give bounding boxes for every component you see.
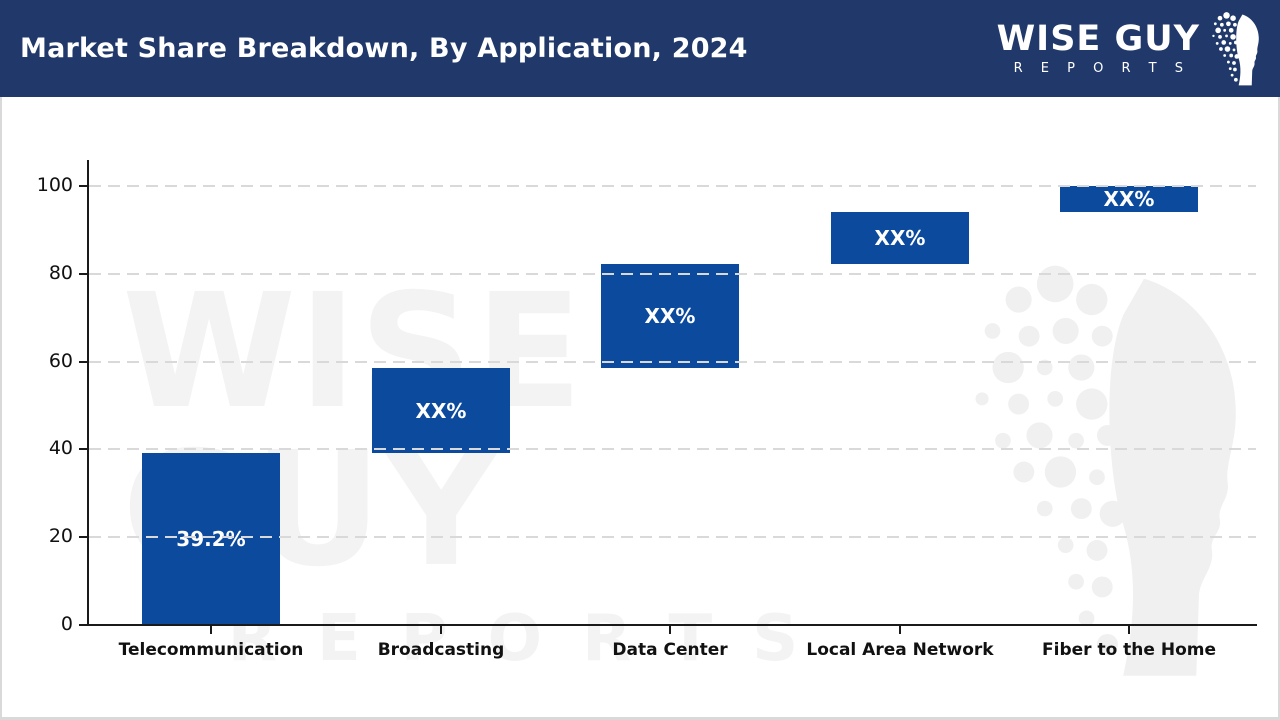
y-tick-0 [79,624,88,626]
bar-value-label: XX% [644,303,696,328]
x-tick-4 [1128,626,1130,634]
x-tick-3 [899,626,901,634]
y-tick-label-0: 0 [60,613,73,635]
bar-broadcasting: XX% [372,368,510,453]
logo-line2: R E P O R T S [1013,61,1190,76]
bar-value-label: XX% [1103,187,1155,212]
x-tick-1 [440,626,442,634]
x-axis-line [87,624,1257,626]
x-category-label: Fiber to the Home [1042,640,1216,660]
gridline-20 [89,536,1256,539]
logo-wordmark: WISE GUY R E P O R T S [996,19,1200,76]
gridline-100 [89,185,1256,187]
logo-head-icon [1212,11,1259,85]
y-tick-100 [79,185,88,187]
header-bar: Market Share Breakdown, By Application, … [0,0,1280,97]
bar-value-label: XX% [874,226,926,250]
page-title: Market Share Breakdown, By Application, … [20,33,748,64]
bar-value-label: XX% [415,398,467,423]
gridline-80 [89,272,1256,275]
y-tick-label-100: 100 [36,174,73,196]
watermark-head-icon [975,265,1236,676]
gridline-40 [89,448,1256,451]
y-tick-label-80: 80 [48,261,73,284]
bar-value-label: 39.2% [176,526,246,551]
y-tick-60 [79,360,88,363]
gridline-60 [89,360,1256,363]
bar-telecommunication: 39.2% [142,452,280,625]
x-category-label: Local Area Network [806,640,994,660]
y-axis-line [87,160,89,626]
y-tick-label-40: 40 [48,437,73,460]
logo-line1: WISE GUY [996,19,1200,59]
y-tick-label-60: 60 [48,349,73,372]
y-tick-80 [79,272,88,275]
x-category-label: Broadcasting [377,640,505,660]
bar-fiber-to-the-home: XX% [1060,186,1198,213]
y-tick-20 [79,536,88,539]
y-tick-label-20: 20 [48,525,73,548]
watermark-line2: REPORTS [227,602,839,676]
x-category-label: Telecommunication [118,640,304,660]
x-tick-2 [669,626,671,634]
y-tick-40 [79,448,88,451]
wiseguy-logo: WISE GUY R E P O R T S [997,9,1262,89]
bar-local-area-network: XX% [831,212,969,264]
x-tick-0 [210,626,212,634]
bar-data-center: XX% [601,263,739,369]
x-category-label: Data Center [612,640,728,660]
